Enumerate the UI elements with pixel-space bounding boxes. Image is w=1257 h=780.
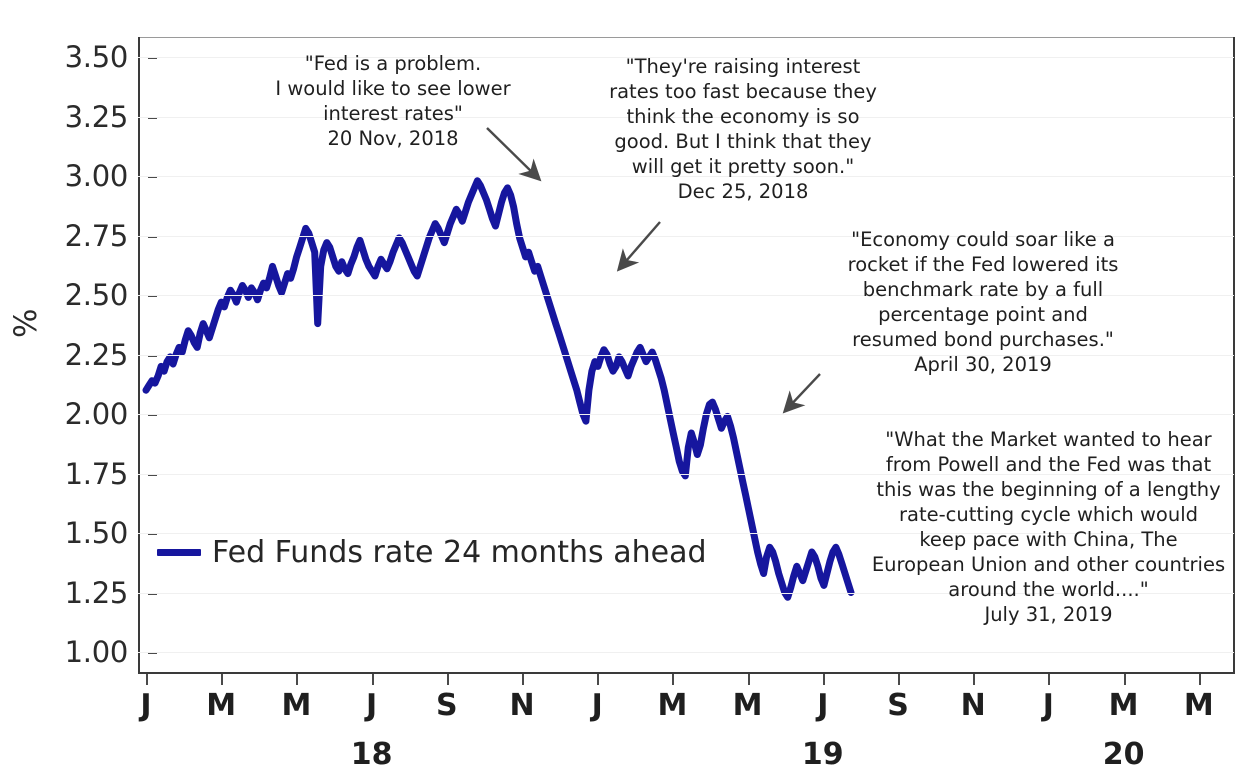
x-tick-label: J: [591, 688, 603, 723]
x-tick-label: M: [1183, 688, 1214, 723]
x-tick-mark: [672, 674, 675, 685]
y-tick-mark: [148, 473, 157, 476]
legend-label: Fed Funds rate 24 months ahead: [212, 535, 707, 570]
y-tick-mark: [148, 57, 157, 59]
gridline: [138, 295, 1234, 296]
y-tick-label: 1.50: [64, 516, 129, 550]
gridline: [138, 533, 1234, 534]
x-tick-label: N: [509, 688, 535, 723]
x-tick-label: S: [887, 688, 909, 723]
plot-area: [138, 37, 1234, 673]
x-tick-label: M: [732, 688, 763, 723]
x-axis-year-label: 18: [350, 737, 393, 772]
x-tick-mark: [898, 674, 900, 685]
x-tick-label: S: [435, 688, 458, 723]
y-tick-label: 2.25: [64, 337, 129, 372]
y-tick-label: 3.00: [64, 159, 129, 193]
y-tick-mark: [148, 235, 157, 238]
x-tick-mark: [1048, 674, 1051, 685]
gridline: [138, 652, 1234, 653]
annotation-nov-2018: "Fed is a problem. I would like to see l…: [275, 52, 511, 150]
y-tick-mark: [148, 652, 157, 654]
y-tick-mark: [148, 176, 157, 178]
legend: Fed Funds rate 24 months ahead: [157, 535, 707, 570]
y-axis-ticks: 3.50 3.25 3.00 2.75 2.50 2.25 2.00 1.75 1.50 1.25…: [18, 0, 157, 780]
x-tick-label: J: [1042, 688, 1054, 723]
x-tick-label: M: [281, 688, 312, 723]
series-polyline: [142, 177, 855, 601]
y-tick-mark: [148, 533, 157, 535]
x-axis-year-label: 19: [801, 737, 844, 772]
x-tick-mark: [1123, 674, 1126, 685]
x-tick-mark: [1198, 674, 1201, 685]
gridline: [138, 57, 1234, 58]
annotation-july-2019: "What the Market wanted to hear from Pow…: [871, 428, 1226, 626]
x-tick-mark: [221, 674, 224, 685]
y-tick-label: 1.75: [64, 456, 129, 491]
x-axis-year-label: 20: [1102, 737, 1145, 772]
x-tick-label: N: [960, 688, 986, 723]
gridline: [138, 592, 1234, 594]
gridline: [138, 354, 1234, 356]
x-tick-mark: [747, 674, 750, 685]
x-tick-mark: [973, 674, 976, 685]
y-tick-mark: [148, 116, 157, 119]
x-tick-mark: [522, 674, 524, 685]
gridline: [138, 473, 1234, 475]
y-tick-label: 2.50: [64, 278, 129, 312]
x-tick-mark: [597, 674, 600, 685]
y-tick-mark: [148, 592, 157, 595]
x-tick-label: M: [1108, 688, 1139, 723]
x-tick-label: J: [817, 688, 829, 723]
gridline: [138, 116, 1234, 118]
y-tick-label: 2.00: [64, 397, 129, 431]
y-axis-spine: [138, 37, 140, 674]
plot-top-border: [138, 37, 1235, 38]
legend-color-swatch: [157, 549, 201, 556]
plot-right-border: [1233, 37, 1235, 674]
y-tick-label: 3.25: [64, 99, 129, 134]
x-axis-spine: [138, 672, 1235, 674]
x-tick-mark: [146, 674, 148, 685]
x-tick-label: J: [366, 688, 378, 723]
y-tick-label: 1.00: [64, 635, 129, 669]
y-tick-label: 2.75: [64, 218, 129, 253]
gridline: [138, 235, 1234, 237]
x-tick-mark: [371, 674, 374, 685]
y-tick-label: 3.50: [64, 40, 129, 74]
y-tick-mark: [148, 414, 157, 416]
y-tick-mark: [148, 354, 157, 357]
x-tick-mark: [446, 674, 449, 685]
annotation-april-2019: "Economy could soar like a rocket if the…: [847, 228, 1119, 376]
gridline: [138, 176, 1234, 177]
x-tick-label: M: [206, 688, 237, 723]
x-tick-mark: [822, 674, 825, 685]
x-tick-mark: [296, 674, 299, 685]
y-tick-mark: [148, 295, 157, 297]
x-tick-label: M: [657, 688, 688, 723]
y-tick-label: 1.25: [64, 575, 129, 610]
gridline: [138, 414, 1234, 415]
line-series-fed-funds-rate: [142, 177, 855, 601]
x-tick-label: J: [140, 688, 152, 723]
annotation-dec-2018: "They're raising interest rates too fast…: [609, 55, 877, 203]
